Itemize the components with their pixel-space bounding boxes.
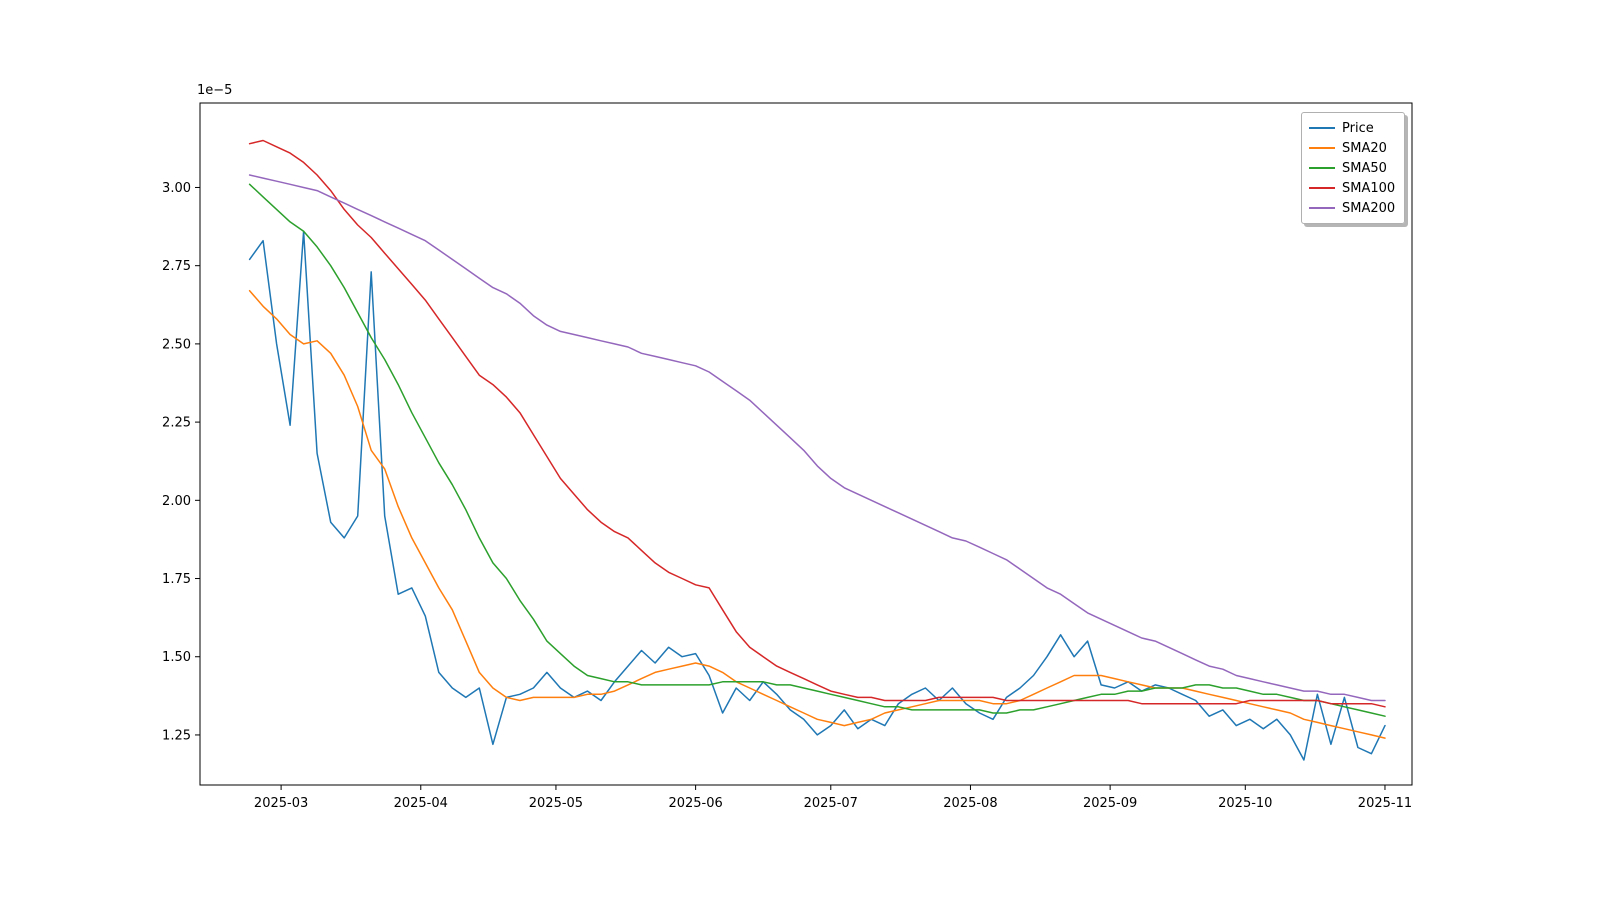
legend-label-price: Price bbox=[1342, 120, 1374, 136]
x-axis-tick-label: 2025-03 bbox=[254, 796, 308, 811]
legend-line-sample-price bbox=[1309, 127, 1335, 129]
y-axis-tick-label: 1.25 bbox=[162, 728, 191, 743]
y-axis-tick-label: 2.25 bbox=[162, 416, 191, 431]
series-line-sma100 bbox=[248, 139, 1386, 708]
legend-item-sma20: SMA20 bbox=[1309, 138, 1395, 158]
x-axis-tick-label: 2025-06 bbox=[668, 796, 722, 811]
x-axis-tick-label: 2025-07 bbox=[804, 796, 858, 811]
y-axis-tick-label: 2.00 bbox=[162, 494, 191, 509]
series-line-sma200 bbox=[248, 174, 1386, 702]
series-line-price bbox=[248, 230, 1386, 761]
legend-item-sma100: SMA100 bbox=[1309, 178, 1395, 198]
x-axis-tick-label: 2025-10 bbox=[1218, 796, 1272, 811]
legend-line-sample-sma100 bbox=[1309, 187, 1335, 189]
y-axis-tick-label: 2.75 bbox=[162, 259, 191, 274]
x-axis-tick-label: 2025-08 bbox=[943, 796, 997, 811]
legend-label-sma200: SMA200 bbox=[1342, 200, 1396, 216]
legend-item-sma200: SMA200 bbox=[1309, 198, 1395, 218]
x-axis-tick-label: 2025-05 bbox=[529, 796, 583, 811]
x-axis-tick-label: 2025-09 bbox=[1083, 796, 1137, 811]
y-axis-tick-label: 2.50 bbox=[162, 337, 191, 352]
series-line-sma20 bbox=[248, 289, 1386, 739]
legend-item-price: Price bbox=[1309, 118, 1395, 138]
plot-border bbox=[199, 102, 1413, 786]
legend-line-sample-sma50 bbox=[1309, 167, 1335, 169]
legend-label-sma20: SMA20 bbox=[1342, 140, 1387, 156]
legend-label-sma50: SMA50 bbox=[1342, 160, 1387, 176]
y-axis-tick-label: 3.00 bbox=[162, 181, 191, 196]
legend-line-sample-sma200 bbox=[1309, 207, 1335, 209]
x-axis-tick-label: 2025-11 bbox=[1358, 796, 1412, 811]
y-axis-tick-label: 1.50 bbox=[162, 650, 191, 665]
y-axis-offset-label: 1e−5 bbox=[197, 83, 232, 98]
x-axis-tick-label: 2025-04 bbox=[394, 796, 448, 811]
legend-item-sma50: SMA50 bbox=[1309, 158, 1395, 178]
legend-line-sample-sma20 bbox=[1309, 147, 1335, 149]
series-line-sma50 bbox=[248, 183, 1386, 717]
legend: Price SMA20 SMA50 SMA100 SMA200 bbox=[1301, 112, 1406, 224]
legend-label-sma100: SMA100 bbox=[1342, 180, 1396, 196]
y-axis-tick-label: 1.75 bbox=[162, 572, 191, 587]
